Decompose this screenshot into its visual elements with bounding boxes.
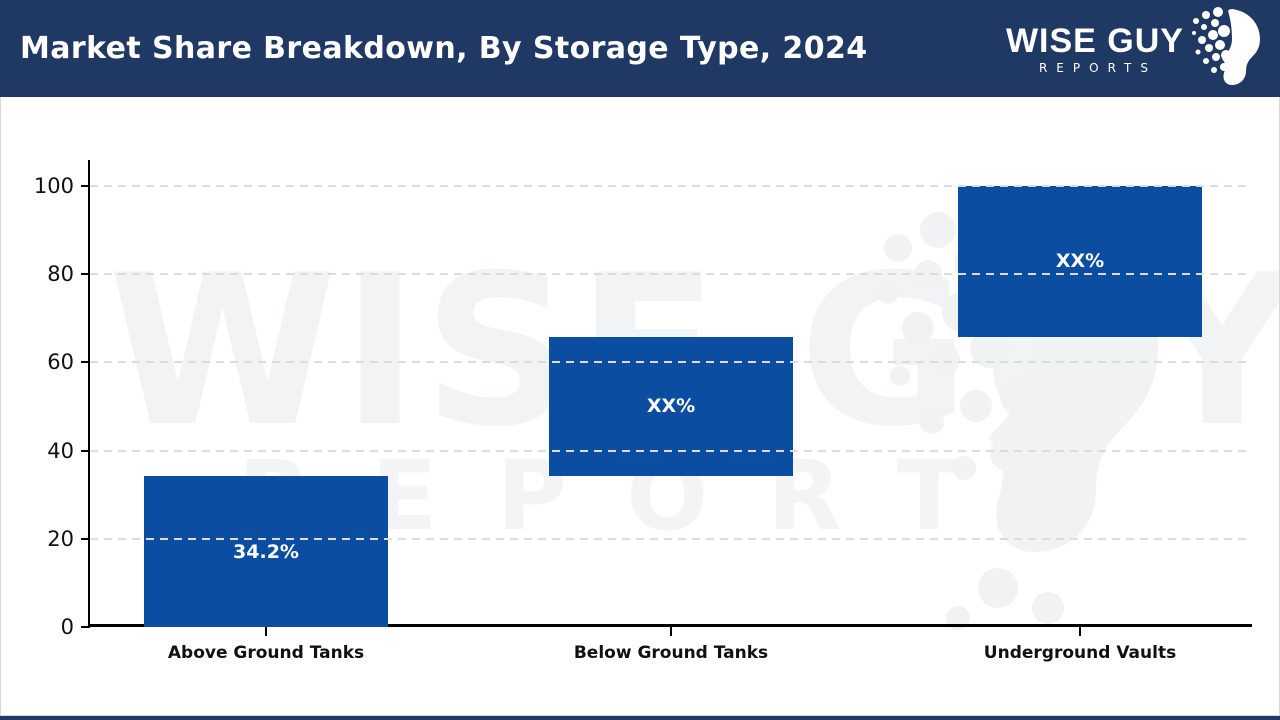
y-tick-label-0: 0 [60,615,74,639]
bar-value-label-2: XX% [646,395,696,418]
y-tick-mark-100 [81,185,90,187]
bar-segment-3: XX% [958,186,1202,337]
y-tick-mark-0 [81,626,90,628]
wiseguy-logo-face-icon [1188,6,1264,91]
gridline-y-40 [90,449,1252,452]
bar-value-label-1: 34.2% [233,540,299,563]
gridline-y-60 [90,361,1252,364]
y-tick-label-80: 80 [47,262,74,287]
page-title: Market Share Breakdown, By Storage Type,… [20,31,868,66]
x-category-label-2: Below Ground Tanks [573,643,769,663]
x-tick-mark-1 [265,627,267,636]
y-tick-label-60: 60 [47,350,74,375]
logo-subtitle: REPORTS [1038,60,1157,75]
gridline-y-80 [90,273,1252,276]
wiseguy-logo: WISE GUY REPORTS [1006,6,1266,91]
y-tick-mark-60 [81,361,90,364]
plot-area: 34.2% Above Ground Tanks XX% Below Ground T… [81,160,1252,663]
y-tick-label-40: 40 [47,438,74,463]
logo-wordmark: WISE GUY [1005,21,1184,60]
bar-value-label-3: XX% [1055,250,1105,273]
gridline-y-100 [90,185,1252,187]
wiseguy-logo-text: WISE GUY REPORTS [1006,24,1184,74]
y-tick-mark-40 [81,449,90,452]
x-tick-mark-2 [670,627,672,636]
y-tick-label-20: 20 [47,526,74,551]
y-tick-mark-20 [81,537,90,540]
bar-segment-1: 34.2% [144,476,388,627]
y-tick-label-100: 100 [33,174,74,198]
x-category-label-3: Underground Vaults [983,643,1177,663]
header-bar: Market Share Breakdown, By Storage Type,… [0,0,1280,97]
footer-bar [0,715,1280,720]
bar-segment-2: XX% [549,336,793,477]
x-tick-mark-3 [1079,627,1081,636]
gridline-y-20 [90,537,1252,540]
x-category-label-1: Above Ground Tanks [167,643,365,663]
y-tick-mark-80 [81,273,90,276]
y-axis: 0 20 40 60 80 100 [0,160,88,639]
